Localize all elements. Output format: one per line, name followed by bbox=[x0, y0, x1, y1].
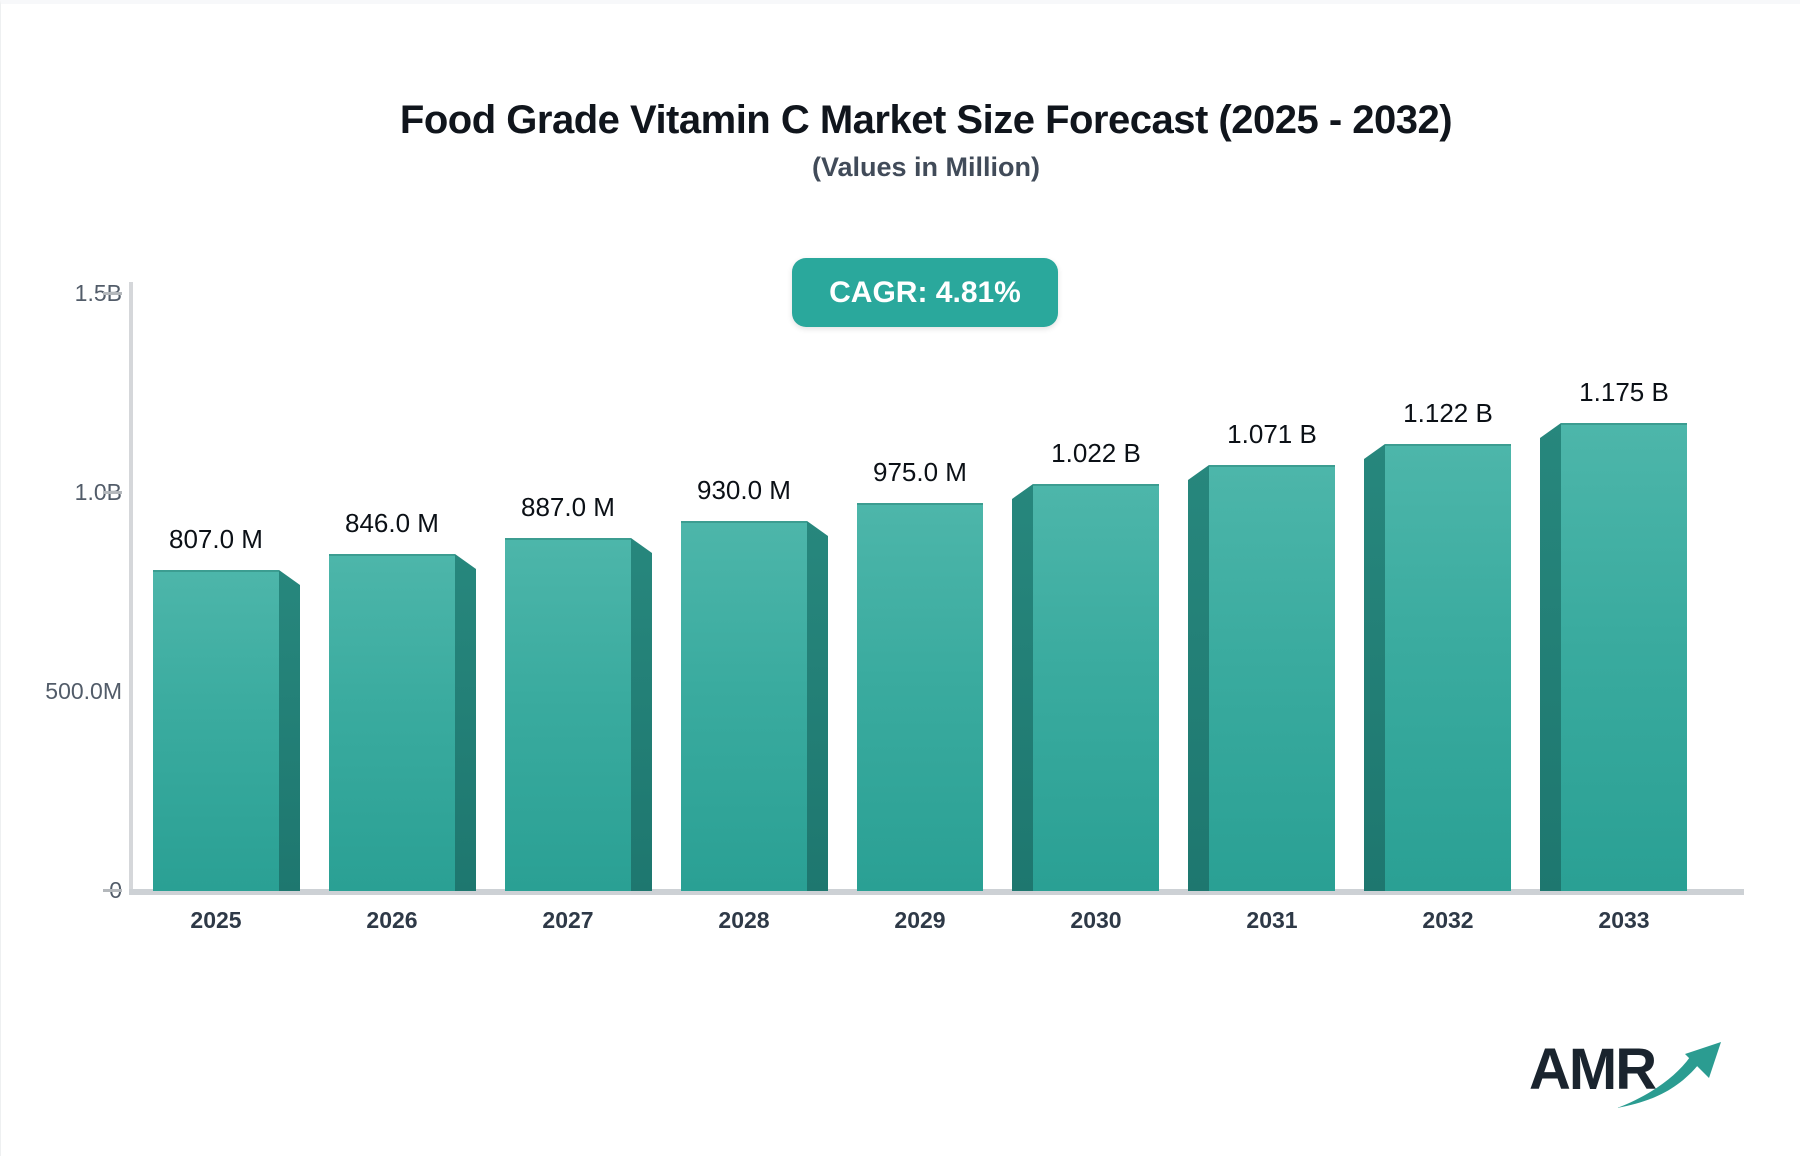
bar-2032 bbox=[1385, 444, 1511, 891]
growth-arrow-icon bbox=[1617, 1042, 1721, 1108]
amr-logo-text: AMR bbox=[1529, 1037, 1657, 1102]
bar-side-2033 bbox=[1540, 423, 1561, 891]
bar-side-2027 bbox=[631, 538, 652, 891]
y-tick-dash bbox=[103, 889, 122, 892]
y-tick-dash bbox=[103, 491, 122, 494]
y-axis-line bbox=[129, 282, 133, 895]
bar-side-2032 bbox=[1364, 444, 1385, 891]
bar-value-label-2030: 1.022 B bbox=[1051, 438, 1141, 468]
cagr-badge-label: CAGR: 4.81% bbox=[829, 275, 1021, 309]
bar-2031 bbox=[1209, 465, 1335, 891]
cagr-badge: CAGR: 4.81% bbox=[792, 258, 1058, 327]
x-tick-label-2026: 2026 bbox=[366, 907, 418, 933]
bar-value-label-2028: 930.0 M bbox=[697, 475, 791, 505]
bar-2025 bbox=[153, 570, 279, 891]
bar-side-2030 bbox=[1012, 484, 1033, 891]
bar-value-label-2029: 975.0 M bbox=[873, 457, 967, 487]
bar-2026 bbox=[329, 554, 455, 891]
x-tick-label-2028: 2028 bbox=[718, 907, 770, 933]
bar-value-label-2031: 1.071 B bbox=[1227, 419, 1317, 449]
chart-title: Food Grade Vitamin C Market Size Forecas… bbox=[399, 98, 1453, 142]
chart-subtitle: (Values in Million) bbox=[811, 152, 1041, 182]
x-tick-label-2033: 2033 bbox=[1598, 907, 1650, 933]
bar-side-2031 bbox=[1188, 465, 1209, 891]
bar-value-label-2025: 807.0 M bbox=[169, 524, 263, 554]
bar-value-label-2032: 1.122 B bbox=[1403, 398, 1493, 428]
x-tick-label-2027: 2027 bbox=[542, 907, 594, 933]
x-tick-label-2031: 2031 bbox=[1246, 907, 1298, 933]
bar-value-label-2033: 1.175 B bbox=[1579, 377, 1669, 407]
bar-2030 bbox=[1033, 484, 1159, 891]
bar-side-2026 bbox=[455, 554, 476, 891]
bar-side-2028 bbox=[807, 521, 828, 891]
bar-2029 bbox=[857, 503, 983, 891]
bar-2033 bbox=[1561, 423, 1687, 891]
bar-value-label-2026: 846.0 M bbox=[345, 508, 439, 538]
x-axis-baseline bbox=[129, 889, 1744, 895]
y-tick-dash bbox=[103, 292, 122, 295]
bar-value-label-2027: 887.0 M bbox=[521, 492, 615, 522]
y-tick-label: 500.0M bbox=[45, 678, 122, 704]
bar-2028 bbox=[681, 521, 807, 891]
x-tick-label-2030: 2030 bbox=[1070, 907, 1122, 933]
bar-2027 bbox=[505, 538, 631, 891]
amr-logo: AMR bbox=[1529, 1036, 1739, 1126]
bar-side-2025 bbox=[279, 570, 300, 891]
x-tick-label-2029: 2029 bbox=[894, 907, 946, 933]
x-tick-label-2032: 2032 bbox=[1422, 907, 1474, 933]
x-tick-label-2025: 2025 bbox=[190, 907, 242, 933]
